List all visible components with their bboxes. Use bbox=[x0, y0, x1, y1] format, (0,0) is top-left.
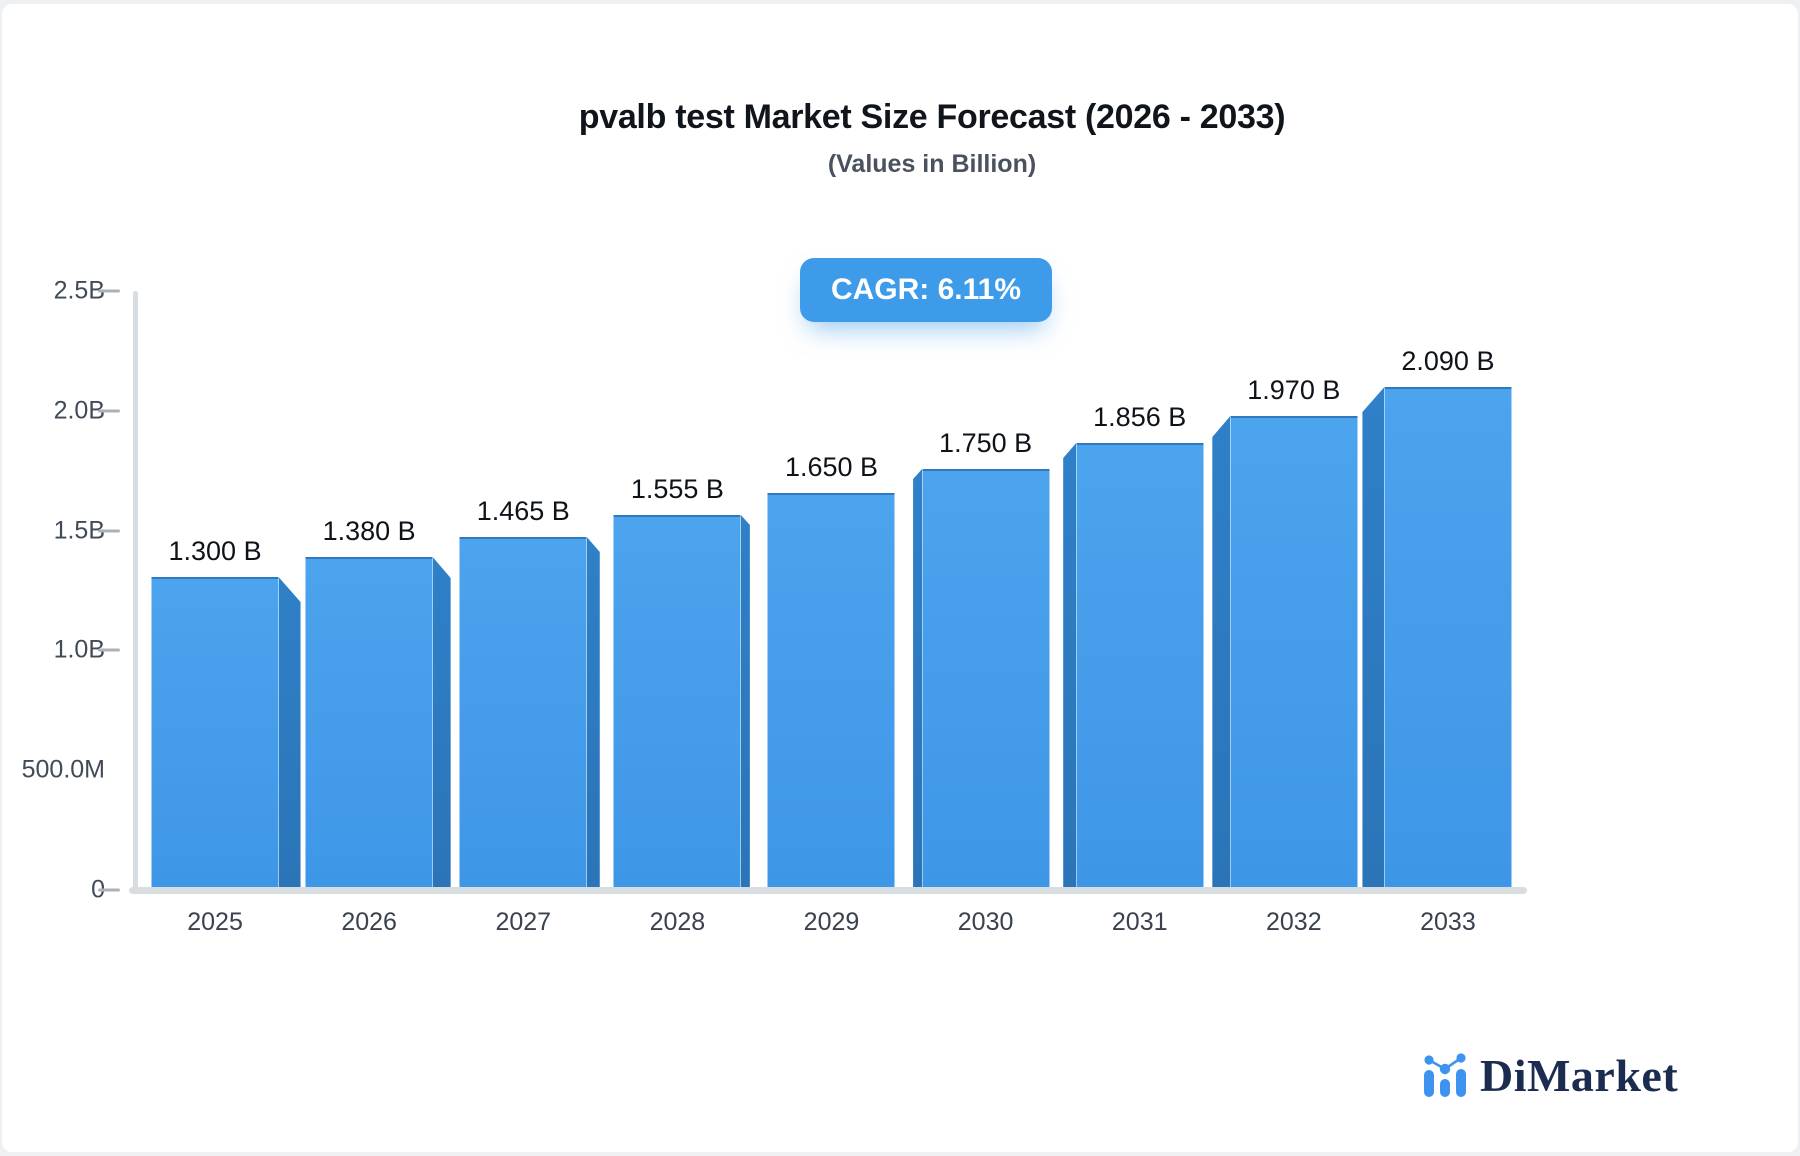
cagr-badge: CAGR: 6.11% bbox=[800, 258, 1052, 322]
bar-2030[interactable] bbox=[922, 469, 1050, 888]
plot-area: 1.300 B 1.380 B 1.465 B 1.555 B 1.650 B 1.750… bbox=[129, 291, 1527, 894]
bar-value-label-2033: 2.090 B bbox=[1401, 346, 1495, 376]
y-tick-label: 1.0B bbox=[53, 635, 105, 664]
bar-2028[interactable] bbox=[613, 515, 741, 888]
chart-card: pvalb test Market Size Forecast (2026 - … bbox=[2, 4, 1798, 1152]
y-tick-label: 2.5B bbox=[53, 276, 105, 305]
y-tick-label: 2.0B bbox=[53, 396, 105, 425]
bar-side-face-2030 bbox=[913, 469, 923, 888]
bar-value-label-2031: 1.856 B bbox=[1093, 402, 1187, 432]
bar-value-label-2027: 1.465 B bbox=[476, 496, 570, 526]
bar-column-2030: 1.750 B bbox=[909, 291, 1063, 890]
bar-column-2025: 1.300 B bbox=[138, 291, 301, 890]
bar-2033[interactable] bbox=[1384, 387, 1512, 888]
bar-value-label-2028: 1.555 B bbox=[630, 474, 724, 504]
x-axis-label-2027: 2027 bbox=[495, 908, 552, 936]
bar-side-face-2027 bbox=[586, 537, 600, 888]
y-tick-label: 500.0M bbox=[21, 755, 105, 784]
bar-chart-trend-icon bbox=[1420, 1043, 1468, 1102]
bar-value-label-2029: 1.650 B bbox=[784, 452, 879, 482]
bar-2032[interactable] bbox=[1230, 416, 1358, 888]
x-axis-label-2030: 2030 bbox=[957, 908, 1014, 936]
y-tick-dash bbox=[98, 289, 120, 293]
bar-side-face-2032 bbox=[1212, 416, 1231, 888]
x-axis-label-2026: 2026 bbox=[341, 908, 397, 936]
bars-row: 1.300 B 1.380 B 1.465 B 1.555 B 1.650 B 1.750… bbox=[138, 291, 1525, 890]
bar-column-2031: 1.856 B bbox=[1063, 291, 1217, 890]
bar-2027[interactable] bbox=[459, 537, 587, 888]
bar-column-2027: 1.465 B bbox=[446, 291, 600, 890]
cagr-badge-label: CAGR: 6.11% bbox=[830, 273, 1022, 306]
x-axis-label-2028: 2028 bbox=[649, 908, 706, 936]
y-tick-label: 1.5B bbox=[53, 516, 105, 545]
x-axis-label-2033: 2033 bbox=[1420, 908, 1476, 936]
chart-title: pvalb test Market Size Forecast (2026 - … bbox=[578, 98, 1286, 136]
bar-2025[interactable] bbox=[151, 577, 279, 888]
y-tick-dash bbox=[98, 409, 120, 413]
x-axis-baseline bbox=[129, 887, 1527, 894]
y-axis-line bbox=[133, 291, 138, 893]
bar-side-face-2031 bbox=[1063, 443, 1077, 888]
x-axis-label-2032: 2032 bbox=[1266, 908, 1322, 936]
y-tick-dash bbox=[98, 648, 120, 652]
bar-2031[interactable] bbox=[1076, 443, 1204, 888]
bar-side-face-2025 bbox=[278, 577, 301, 888]
x-axis-label-2031: 2031 bbox=[1111, 908, 1168, 936]
bar-value-label-2025: 1.300 B bbox=[168, 536, 262, 566]
bar-column-2028: 1.555 B bbox=[600, 291, 754, 890]
brand-logo: DiMarket bbox=[1420, 1042, 1678, 1102]
x-axis-label-2025: 2025 bbox=[187, 908, 243, 936]
y-tick-dash bbox=[98, 888, 120, 892]
bar-side-face-2028 bbox=[740, 515, 750, 888]
bar-value-label-2030: 1.750 B bbox=[939, 428, 1033, 458]
bar-value-label-2032: 1.970 B bbox=[1247, 375, 1341, 405]
bar-column-2026: 1.380 B bbox=[292, 291, 451, 890]
bar-column-2032: 1.970 B bbox=[1212, 291, 1371, 890]
bar-side-face-2033 bbox=[1362, 387, 1385, 888]
x-axis-labels: 2025 2026 2027 2028 2029 2030 2031 2032 2033 bbox=[138, 908, 1525, 937]
x-axis-label-2029: 2029 bbox=[803, 908, 860, 936]
bar-column-2033: 2.090 B bbox=[1362, 291, 1525, 890]
bar-value-label-2026: 1.380 B bbox=[322, 516, 416, 546]
brand-logo-text: DiMarket bbox=[1480, 1050, 1679, 1101]
bar-column-2029: 1.650 B bbox=[754, 291, 908, 890]
bar-2026[interactable] bbox=[305, 557, 433, 888]
bar-2029[interactable] bbox=[767, 493, 895, 888]
chart-subtitle: (Values in Billion) bbox=[827, 150, 1037, 178]
y-tick-dash bbox=[98, 529, 120, 533]
bar-side-face-2026 bbox=[432, 557, 451, 888]
